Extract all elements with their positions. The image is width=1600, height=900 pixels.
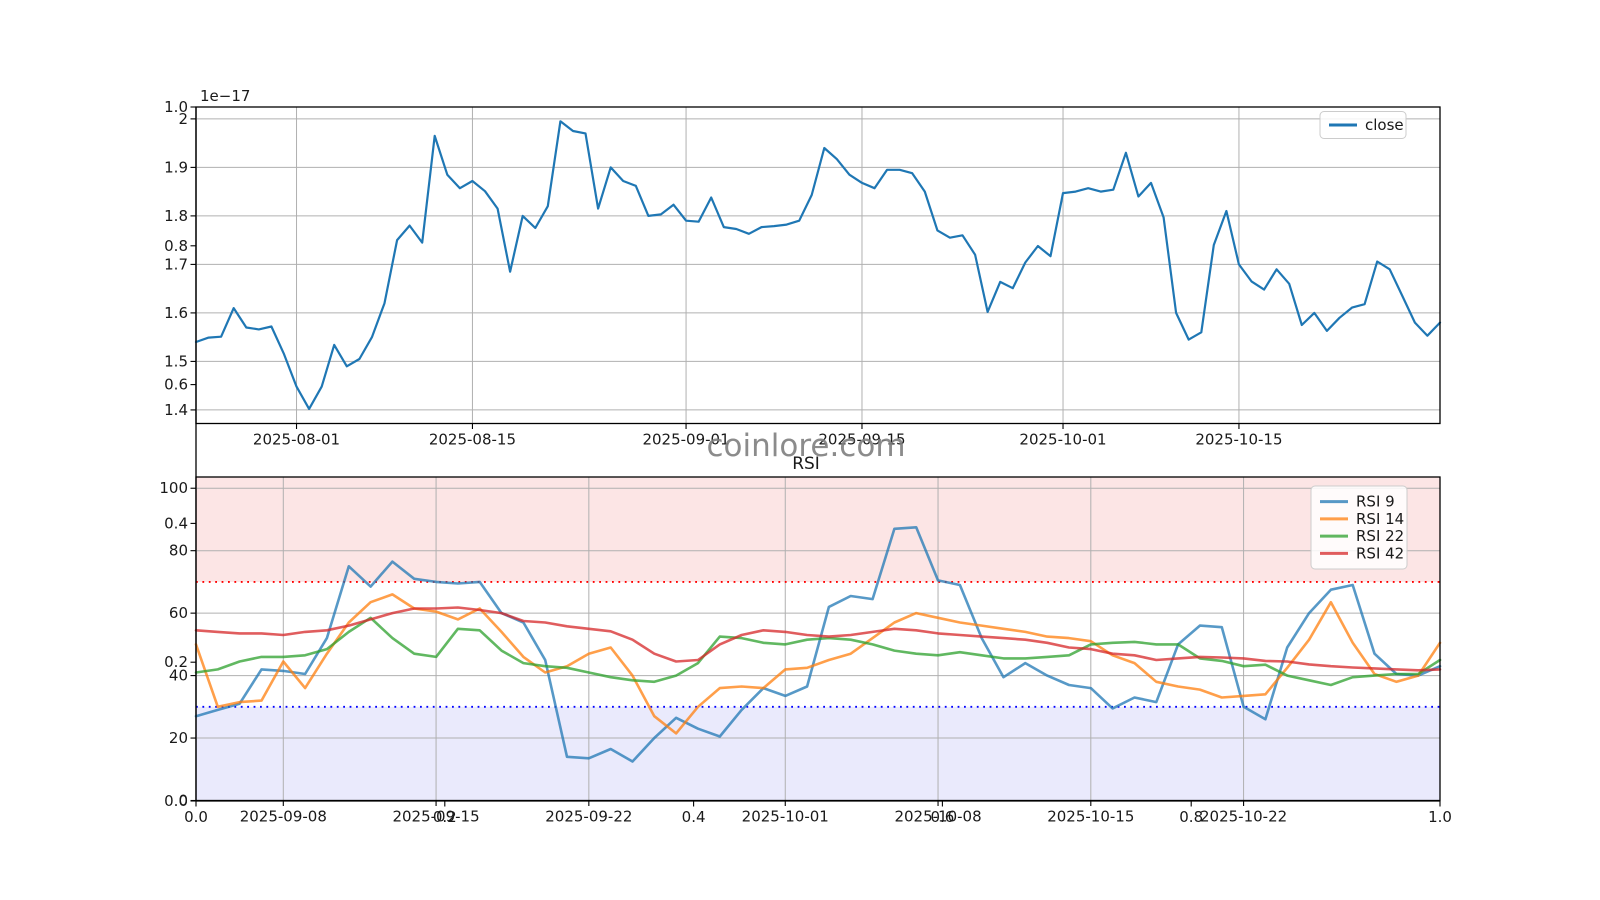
legend: close [1319, 111, 1407, 139]
price-chart: 2 1.9 1.8 1.7 1.6 1.5 1.4 2025-08-01 2025-08-15 2… [164, 106, 1442, 449]
legend-label: RSI 14 [1356, 510, 1404, 528]
x-tick-label: 2025-10-15 [1047, 808, 1134, 826]
y-tick-label: 1.4 [164, 401, 188, 419]
legend-label: RSI 42 [1356, 544, 1404, 562]
series-rsi-22 [194, 616, 1442, 687]
ghost-x-tick-label: 0.6 [930, 808, 954, 826]
y-tick-label: 1.6 [164, 304, 188, 322]
ghost-y-tick-label: 0.4 [164, 514, 188, 532]
x-tick-label: 2025-10-22 [1200, 808, 1287, 826]
legend-label: close [1365, 116, 1404, 134]
y-tick-label: 80 [169, 542, 188, 560]
y-tick-label: 1.9 [164, 158, 188, 176]
y-tick-label: 1.5 [164, 352, 188, 370]
legend-label: RSI 22 [1356, 527, 1404, 545]
y-tick-label: 100 [159, 479, 188, 497]
x-tick-label: 2025-09-01 [642, 431, 729, 449]
axes-box [195, 106, 1441, 425]
y-tick-label: 40 [169, 667, 188, 685]
x-tick-label: 2025-08-01 [253, 431, 340, 449]
ghost-x-tick-label: 0.2 [433, 808, 457, 826]
x-tick-label: 2025-09-15 [392, 808, 479, 826]
y-tick-label: 60 [169, 604, 188, 622]
axes-box [195, 476, 1441, 802]
ghost-y-tick-label: 0.0 [164, 792, 188, 810]
y-tick-label: 2 [178, 110, 188, 128]
ghost-y-tick-label: 0.2 [164, 653, 188, 671]
x-tick-label: 2025-10-01 [1019, 431, 1106, 449]
overbought-band [196, 477, 1440, 582]
x-tick-label: 2025-09-08 [240, 808, 327, 826]
rsi-title: RSI [792, 454, 820, 474]
x-tick-label: 2025-08-15 [429, 431, 516, 449]
series-rsi-14 [194, 593, 1442, 735]
y-tick-label: 0 [178, 792, 188, 810]
series-rsi-9 [194, 525, 1442, 763]
legend-box [1319, 111, 1407, 139]
legend-label: RSI 9 [1356, 493, 1395, 511]
y-tick-label: 20 [169, 729, 188, 747]
render-root: 1.00.80.60.40.20.00.0 0.2 0.4 0.6 0.8 1.021.9… [159, 98, 1452, 826]
y-tick-label: 1.8 [164, 207, 188, 225]
x-tick-label: 2025-09-15 [818, 431, 905, 449]
x-tick-label: 2025-10-15 [1195, 431, 1282, 449]
rsi-chart: 100 80 60 40 20 0 2025-09-08 2025-09-15 2025-09-… [159, 476, 1442, 826]
x-tick-label: 2025-10-01 [742, 808, 829, 826]
y-tick-label: 1.7 [164, 255, 188, 273]
y-axis-offset-label: 1e−17 [200, 87, 250, 105]
ghost-x-tick-label: 0.4 [682, 808, 706, 826]
legend-box [1310, 485, 1408, 570]
ghost-y-tick-label: 0.8 [164, 237, 188, 255]
series-close [194, 120, 1442, 410]
ghost-y-tick-label: 0.6 [164, 376, 188, 394]
ghost-y-tick-label: 1.0 [164, 98, 188, 116]
oversold-band [196, 706, 1440, 801]
ghost-x-tick-label: 0.8 [1179, 808, 1203, 826]
x-tick-label: 2025-09-22 [545, 808, 632, 826]
watermark: coinlore.com [706, 428, 905, 464]
x-tick-label: 2025-10-08 [894, 808, 981, 826]
ghost-x-tick-label: 0.0 [184, 808, 208, 826]
ghost-x-tick-label: 1.0 [1428, 808, 1452, 826]
series-rsi-42 [194, 606, 1442, 672]
